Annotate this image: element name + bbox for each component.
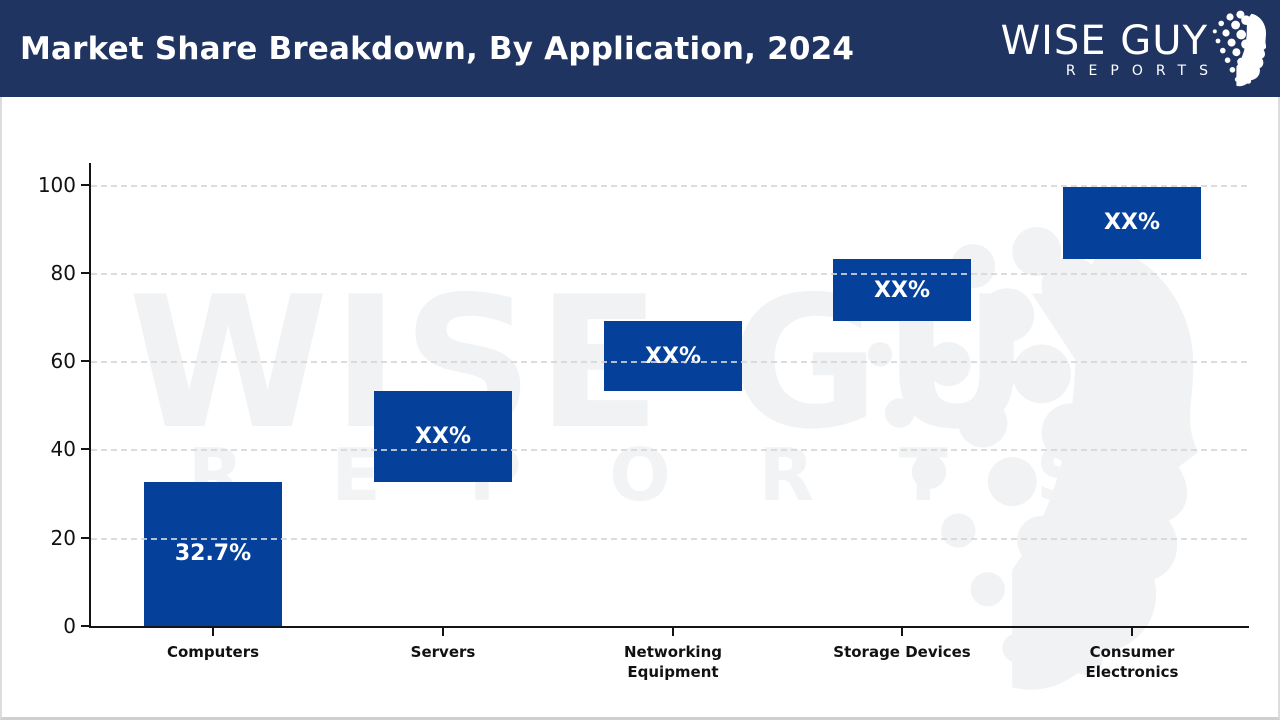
wiseguy-face-icon (1212, 10, 1266, 87)
y-axis-tick-mark (81, 625, 89, 627)
x-axis-tick-mark (901, 628, 903, 636)
x-axis-label-computers: Computers (166, 643, 260, 661)
y-axis-tick-mark (81, 448, 89, 451)
y-axis-tick-mark (81, 536, 89, 539)
y-axis-tick-mark (81, 360, 89, 363)
wiseguy-logo: WISE GUY REPORTS (1001, 8, 1266, 90)
gridline-60 (91, 361, 1247, 364)
gridline-100 (91, 184, 1247, 187)
bar-value-label: XX% (1104, 210, 1160, 236)
x-axis-tick-mark (212, 628, 214, 636)
x-axis-label-storage-devices: Storage Devices (833, 643, 971, 661)
y-axis-tick-label: 40 (50, 437, 76, 462)
gridline-20 (91, 537, 1247, 540)
bar-consumer-electronics: XX% (1063, 186, 1201, 260)
bar-value-label: 32.7% (174, 541, 252, 567)
page-title: Market Share Breakdown, By Application, … (20, 30, 855, 67)
header-bar: Market Share Breakdown, By Application, … (0, 0, 1280, 97)
bar-networking-equipment: XX% (604, 320, 742, 392)
gridline-80 (91, 272, 1247, 275)
x-axis-tick-mark (672, 628, 674, 636)
y-axis-tick-label: 0 (63, 614, 76, 638)
x-axis-label-networking-equipment: Networking Equipment (624, 643, 722, 682)
y-axis-tick-label: 60 (50, 349, 76, 374)
bar-computers: 32.7% (144, 481, 282, 626)
y-axis-tick-label: 80 (50, 260, 76, 285)
wiseguy-logo-text: WISE GUY REPORTS (1001, 20, 1208, 79)
y-axis-tick-mark (81, 271, 89, 274)
y-axis-tick-label: 100 (37, 172, 76, 197)
bar-value-label: XX% (874, 277, 930, 303)
bar-value-label: XX% (645, 343, 701, 369)
wiseguy-logo-tagline: REPORTS (1065, 62, 1221, 79)
watermark-face-icon (867, 227, 1199, 690)
bar-storage-devices: XX% (833, 259, 971, 321)
y-axis-tick-mark (81, 183, 89, 186)
y-axis-tick-label: 20 (50, 525, 76, 550)
x-axis-line (89, 626, 1249, 628)
x-axis-label-consumer-electronics: Consumer Electronics (1085, 643, 1179, 682)
x-axis-tick-mark (1131, 628, 1133, 636)
waterfall-chart: WISE GUY REPORTS 0 20 40 60 80 100 32.7% Comput… (0, 97, 1280, 720)
bar-value-label: XX% (415, 423, 471, 449)
bar-servers: XX% (374, 391, 512, 482)
x-axis-tick-mark (442, 628, 444, 636)
wiseguy-logo-name: WISE GUY (1000, 17, 1208, 64)
gridline-40 (91, 449, 1247, 452)
y-axis-line (89, 163, 91, 628)
x-axis-label-servers: Servers (410, 643, 476, 661)
